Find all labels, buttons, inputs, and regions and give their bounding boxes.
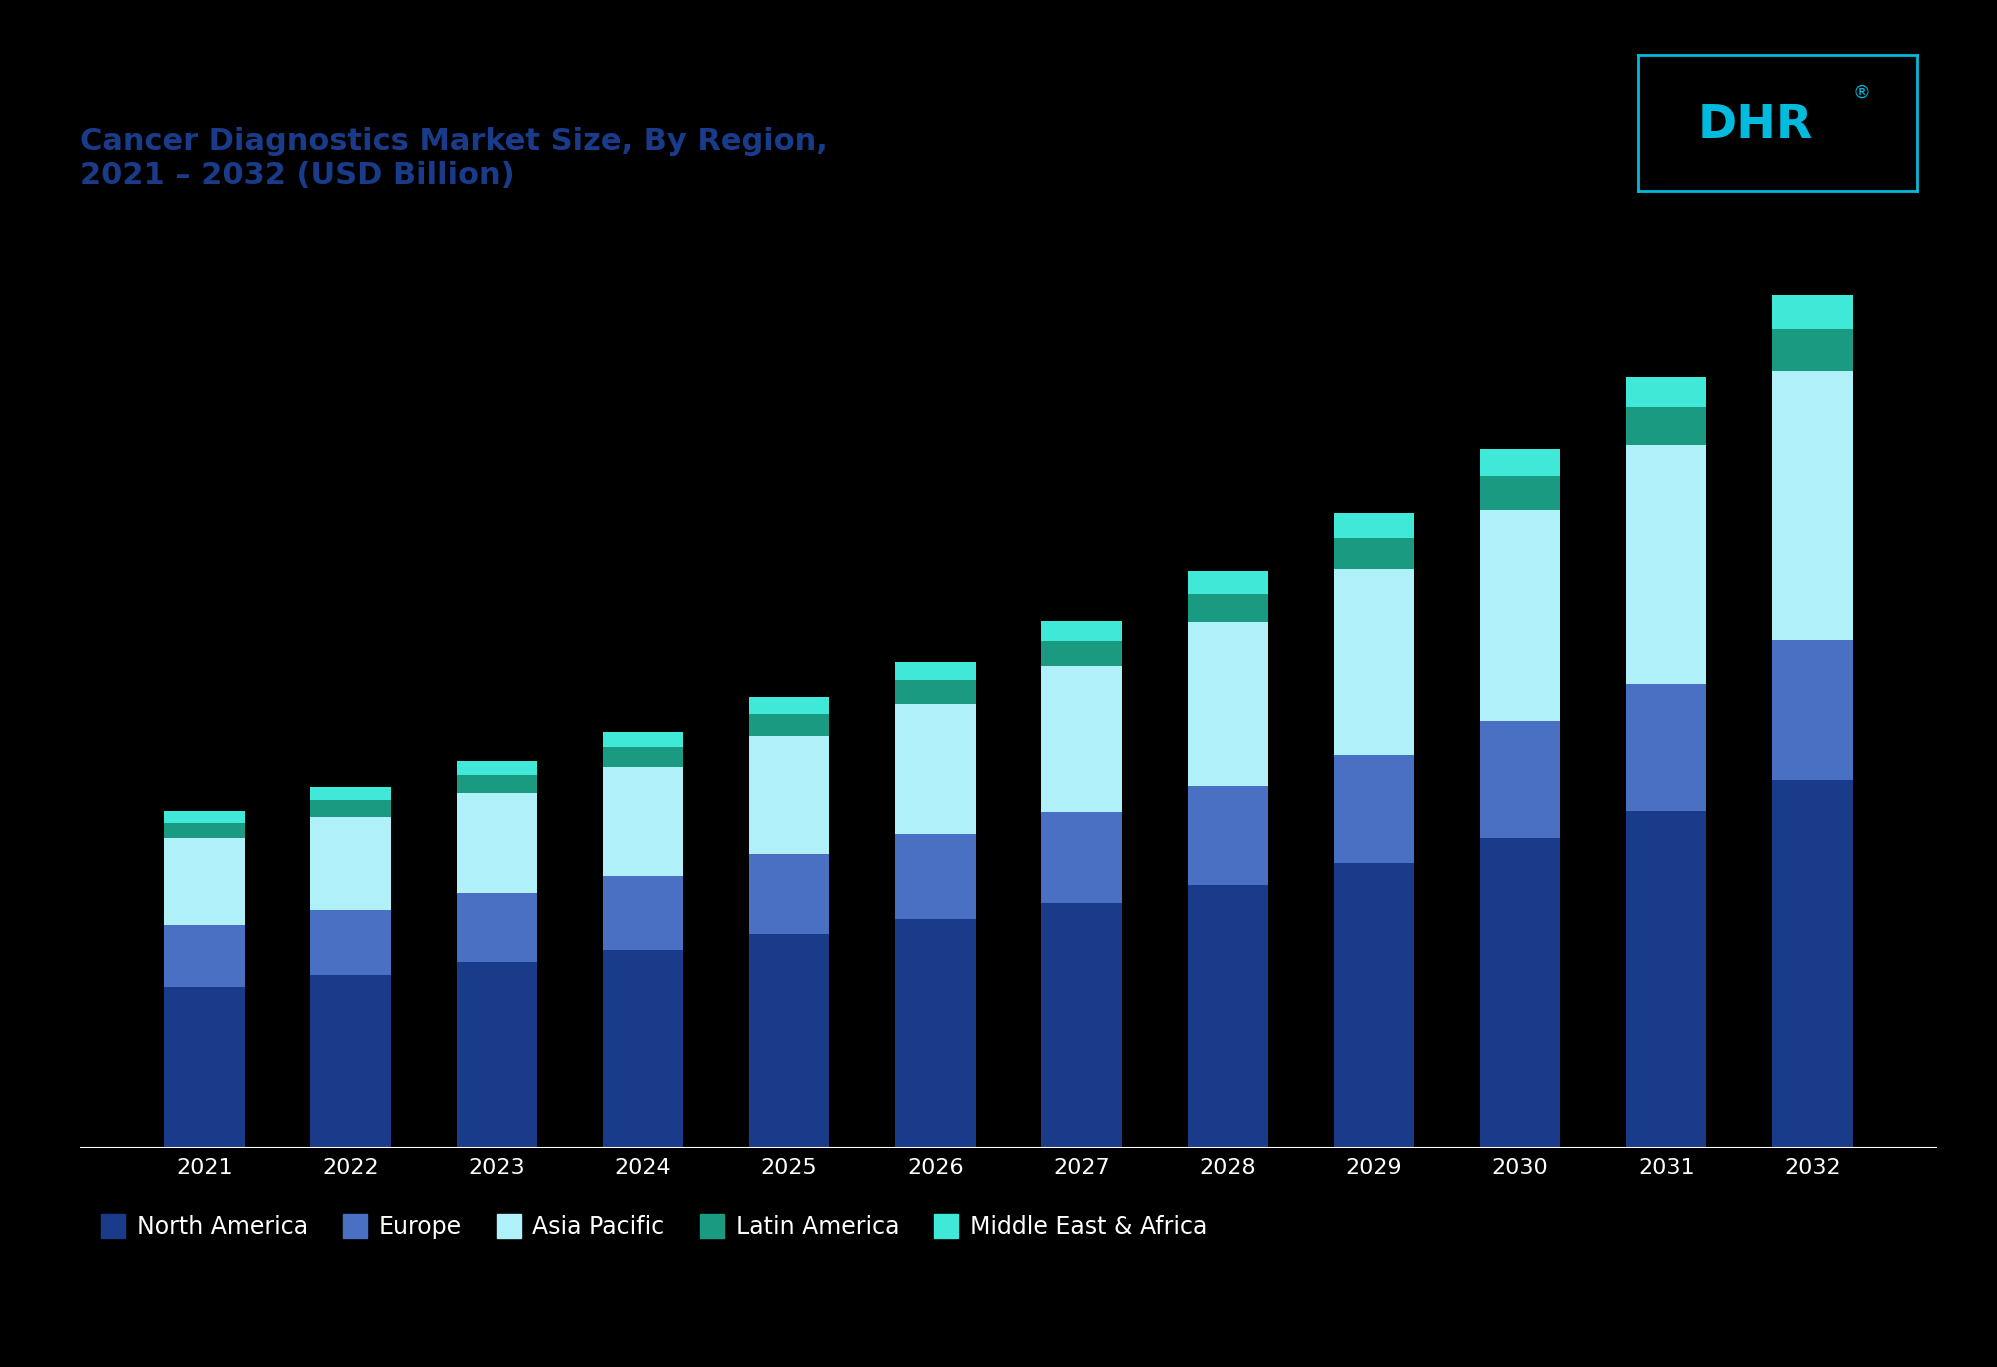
Bar — [1771, 328, 1853, 370]
Bar — [1771, 370, 1853, 640]
Bar — [1480, 838, 1560, 1148]
Bar — [1626, 684, 1707, 811]
Bar — [1626, 377, 1707, 407]
Bar — [1040, 667, 1122, 812]
Bar — [1480, 448, 1560, 476]
Bar — [1771, 295, 1853, 328]
Bar — [164, 811, 246, 823]
Text: Cancer Diagnostics Market Size, By Region,
2021 – 2032 (USD Billion): Cancer Diagnostics Market Size, By Regio… — [80, 127, 827, 190]
Bar — [1480, 476, 1560, 510]
Bar — [457, 775, 537, 793]
Bar — [1334, 513, 1414, 537]
Bar — [457, 793, 537, 893]
Bar — [1626, 444, 1707, 684]
Bar — [1188, 884, 1268, 1148]
Bar — [457, 893, 537, 962]
Bar — [1188, 786, 1268, 884]
Bar — [457, 962, 537, 1148]
Bar — [603, 767, 683, 876]
Bar — [1334, 755, 1414, 863]
Bar — [1334, 569, 1414, 755]
Bar — [164, 823, 246, 838]
Bar — [749, 854, 829, 935]
Bar — [1771, 779, 1853, 1148]
Bar — [1480, 510, 1560, 720]
Legend: North America, Europe, Asia Pacific, Latin America, Middle East & Africa: North America, Europe, Asia Pacific, Lat… — [92, 1204, 1216, 1248]
Bar — [164, 987, 246, 1148]
Bar — [164, 925, 246, 987]
Bar — [1188, 593, 1268, 622]
Bar — [749, 715, 829, 737]
Bar — [310, 800, 391, 816]
Bar — [603, 876, 683, 950]
Bar — [749, 935, 829, 1148]
Bar — [310, 975, 391, 1148]
Bar — [895, 919, 977, 1148]
Bar — [1040, 812, 1122, 904]
Bar — [895, 834, 977, 919]
Bar — [1040, 641, 1122, 667]
Text: ®: ® — [1851, 83, 1871, 103]
Bar — [895, 662, 977, 681]
Bar — [1188, 571, 1268, 593]
Bar — [1771, 640, 1853, 779]
Bar — [1626, 407, 1707, 444]
Bar — [1188, 622, 1268, 786]
Bar — [310, 786, 391, 800]
Bar — [1334, 863, 1414, 1148]
Bar — [310, 909, 391, 975]
Bar — [895, 681, 977, 704]
Bar — [749, 697, 829, 715]
Bar — [603, 731, 683, 746]
Bar — [1040, 904, 1122, 1148]
Bar — [457, 761, 537, 775]
Bar — [310, 816, 391, 909]
Bar — [1040, 621, 1122, 641]
Bar — [164, 838, 246, 925]
Bar — [895, 704, 977, 834]
Bar — [603, 746, 683, 767]
Bar — [749, 737, 829, 854]
Text: DHR: DHR — [1697, 104, 1813, 148]
Bar — [1480, 720, 1560, 838]
Bar — [603, 950, 683, 1148]
Bar — [1334, 537, 1414, 569]
Bar — [1626, 811, 1707, 1148]
